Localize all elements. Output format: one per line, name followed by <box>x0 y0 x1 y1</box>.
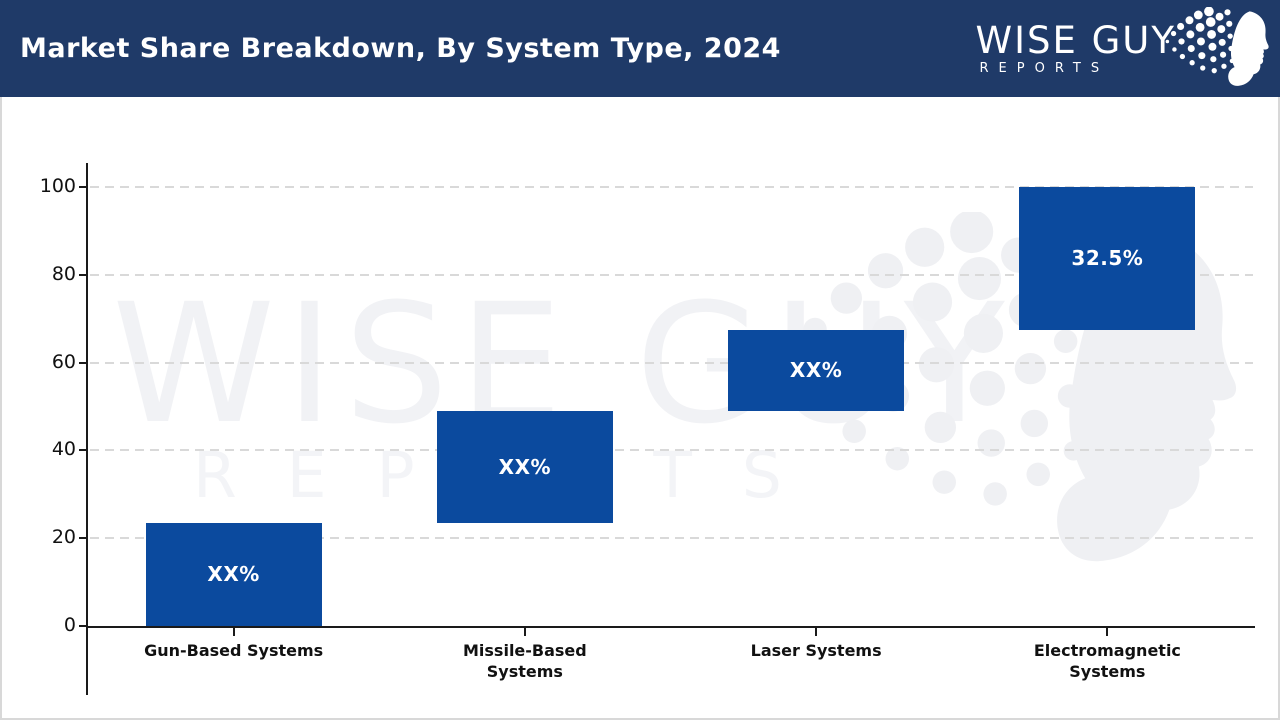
bar-value-label: 32.5% <box>1071 246 1144 271</box>
page-border-left <box>0 97 2 720</box>
wise-guy-logo: WISE GUY REPORTS <box>976 6 1270 92</box>
bar-gun-based-systems: XX% <box>145 522 322 626</box>
logo-subtitle: REPORTS <box>979 61 1110 77</box>
logo-wordmark: WISE GUY <box>975 18 1176 62</box>
x-axis-line <box>86 626 1255 628</box>
bar-electromagnetic-systems: 32.5% <box>1019 187 1196 330</box>
gridline <box>90 273 1253 276</box>
bar-missile-based-systems: XX% <box>436 410 613 523</box>
y-axis-tick-label: 80 <box>51 262 76 285</box>
bar-value-label: XX% <box>207 562 260 587</box>
y-axis-line <box>86 163 88 695</box>
x-axis-tick-mark <box>523 628 526 636</box>
y-axis-tick-mark <box>79 186 86 188</box>
y-axis-tick-mark <box>79 449 86 452</box>
logo-text: WISE GUY REPORTS <box>975 18 1176 77</box>
y-axis-tick-label: 20 <box>51 526 76 549</box>
gridline <box>90 361 1253 364</box>
y-axis-tick-label: 60 <box>51 350 76 373</box>
page-title: Market Share Breakdown, By System Type, … <box>20 33 781 64</box>
x-axis-category-label: Electromagnetic Systems <box>1033 641 1181 681</box>
bar-laser-systems: XX% <box>728 329 905 411</box>
y-axis-tick-mark <box>79 273 86 276</box>
bar-value-label: XX% <box>498 454 552 479</box>
y-axis-tick-mark <box>79 361 86 364</box>
page-border-right <box>1278 97 1280 720</box>
gridline <box>90 449 1253 452</box>
y-axis-tick-mark <box>79 537 86 540</box>
x-axis-tick-mark <box>232 628 235 636</box>
y-axis-tick-label: 0 <box>63 614 76 636</box>
x-axis-tick-mark <box>815 628 818 636</box>
x-axis-category-label: Missile-Based Systems <box>463 641 587 681</box>
x-axis-category-label: Laser Systems <box>750 641 882 660</box>
y-axis-tick-label: 40 <box>51 438 76 461</box>
y-axis-tick-label: 100 <box>39 175 76 197</box>
y-axis-tick-mark <box>79 625 86 627</box>
page-border-bottom <box>0 718 1280 720</box>
header-bar: Market Share Breakdown, By System Type, … <box>0 0 1280 97</box>
logo-face-icon <box>1165 7 1269 86</box>
x-axis-category-label: Gun-Based Systems <box>144 641 324 660</box>
gridline <box>90 537 1253 540</box>
x-axis-tick-mark <box>1106 628 1109 636</box>
gridline <box>90 186 1253 188</box>
chart-plot-area: 0 20 40 60 80 100 XX% Gun-Based Systems XX% Missi… <box>0 97 1280 720</box>
bar-value-label: XX% <box>789 358 843 383</box>
